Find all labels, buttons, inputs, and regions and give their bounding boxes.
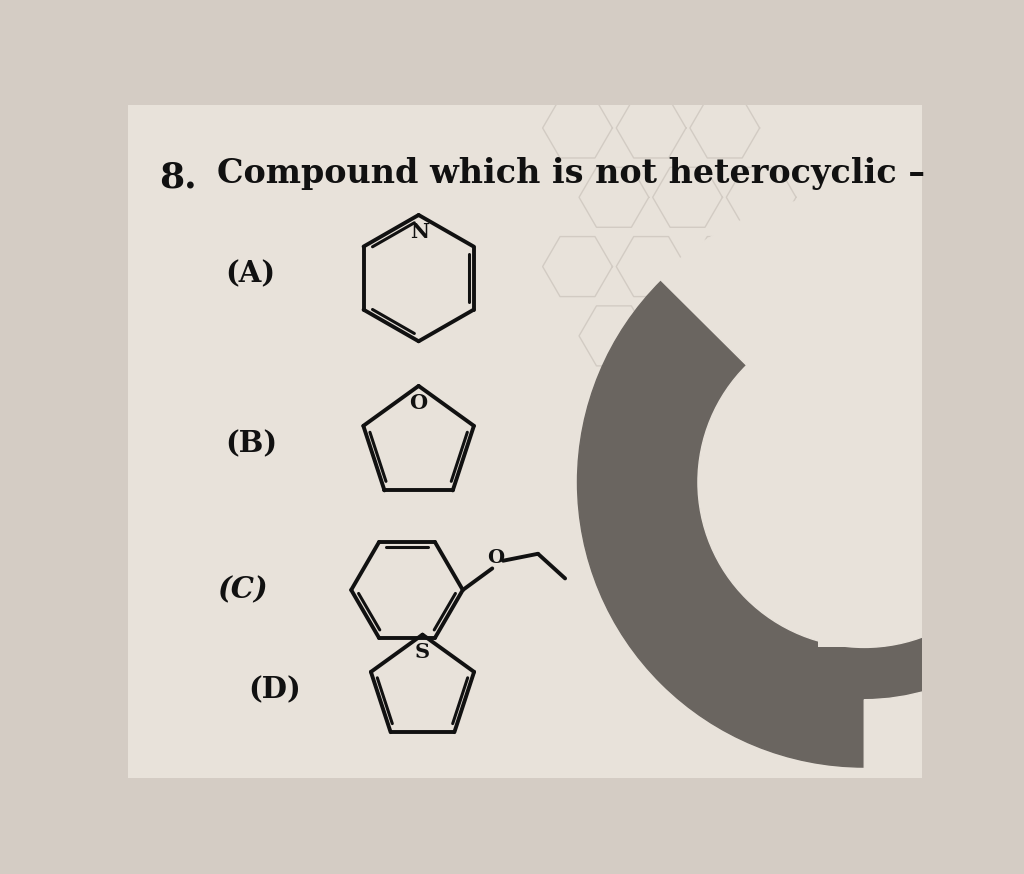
Text: N: N — [411, 222, 430, 242]
Text: (A): (A) — [225, 260, 275, 288]
Text: (C): (C) — [217, 575, 267, 605]
Circle shape — [578, 198, 1024, 767]
Text: 8.: 8. — [159, 160, 197, 194]
Text: O: O — [486, 549, 504, 566]
Wedge shape — [658, 193, 1024, 482]
Text: (D): (D) — [248, 676, 301, 704]
FancyBboxPatch shape — [128, 105, 922, 778]
Text: S: S — [415, 642, 430, 662]
Text: (B): (B) — [225, 429, 278, 458]
FancyBboxPatch shape — [698, 467, 910, 497]
FancyBboxPatch shape — [818, 317, 864, 648]
Wedge shape — [672, 637, 845, 752]
Circle shape — [698, 317, 1024, 648]
Text: Compound which is not heterocyclic –: Compound which is not heterocyclic – — [217, 157, 925, 191]
Wedge shape — [864, 661, 1024, 771]
Wedge shape — [864, 407, 1024, 718]
Text: O: O — [410, 393, 428, 413]
